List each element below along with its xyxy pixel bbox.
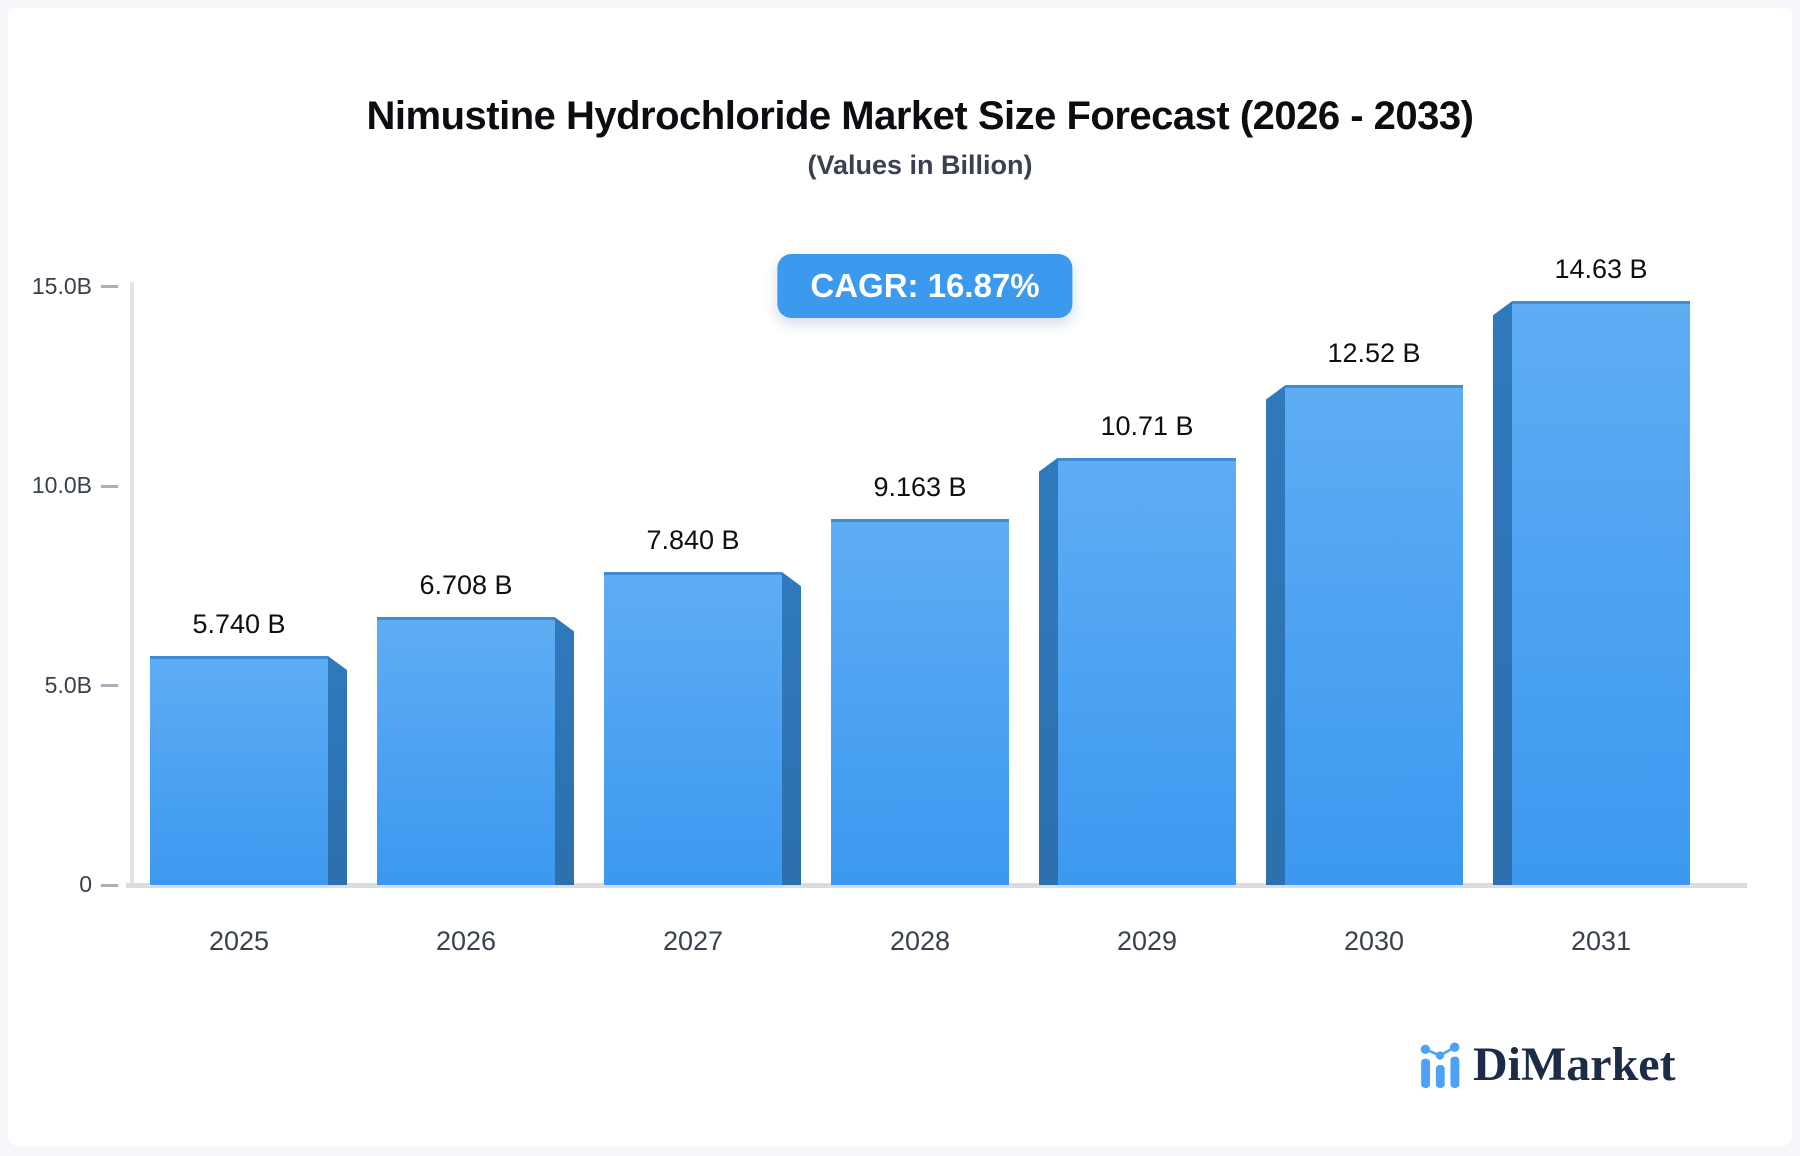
bar-face: [150, 655, 328, 885]
bar-side-face: [1266, 385, 1285, 885]
chart-subtitle: (Values in Billion): [807, 150, 1033, 180]
x-axis-label: 2031: [1570, 926, 1632, 956]
bar-face: [1285, 385, 1463, 885]
y-tick-dash: [101, 484, 118, 488]
bar-side-face: [1039, 457, 1058, 885]
bar-face: [1512, 301, 1690, 885]
y-tick-label: 10.0B: [31, 472, 92, 498]
y-tick-label: 0: [79, 871, 92, 897]
bar-value-label: 7.840 B: [646, 525, 740, 556]
y-tick-dash: [101, 285, 118, 288]
bar-value-label: 10.71 B: [1100, 410, 1194, 441]
bar-value-label: 6.708 B: [419, 570, 513, 601]
bar-face: [377, 617, 555, 885]
y-axis-line: [130, 282, 134, 887]
bar-value-label: 5.740 B: [192, 608, 286, 639]
bar-value-label: 12.52 B: [1327, 338, 1421, 369]
x-axis-line: [126, 883, 1747, 888]
x-axis-label: 2029: [1116, 926, 1178, 956]
bar-value-label: 14.63 B: [1554, 254, 1648, 285]
bar-face: [604, 572, 782, 885]
x-axis-label: 2030: [1343, 926, 1405, 956]
bar-face: [1058, 457, 1236, 885]
x-axis-label: 2027: [662, 926, 724, 956]
y-tick-dash: [101, 883, 118, 887]
bar-side-face: [555, 617, 574, 885]
cagr-badge: CAGR: 16.87%: [777, 254, 1073, 318]
y-tick-label: 5.0B: [44, 671, 92, 698]
y-tick-label: 15.0B: [31, 272, 92, 299]
x-axis-label: 2026: [435, 926, 497, 956]
bar-side-face: [1493, 301, 1512, 885]
bar-value-label: 9.163 B: [873, 472, 967, 503]
mini-bar-chart-logo-icon: [1420, 1042, 1460, 1088]
x-axis-label: 2028: [889, 926, 951, 956]
bar-side-face: [328, 655, 347, 885]
bar-side-face: [782, 572, 801, 885]
x-axis-label: 2025: [208, 926, 270, 956]
brand-name: DiMarket: [1473, 1038, 1676, 1092]
brand-logo: DiMarket: [1420, 1038, 1676, 1092]
chart-title: Nimustine Hydrochloride Market Size Fore…: [366, 94, 1474, 138]
bar-face: [831, 519, 1009, 885]
y-tick-dash: [101, 684, 118, 687]
